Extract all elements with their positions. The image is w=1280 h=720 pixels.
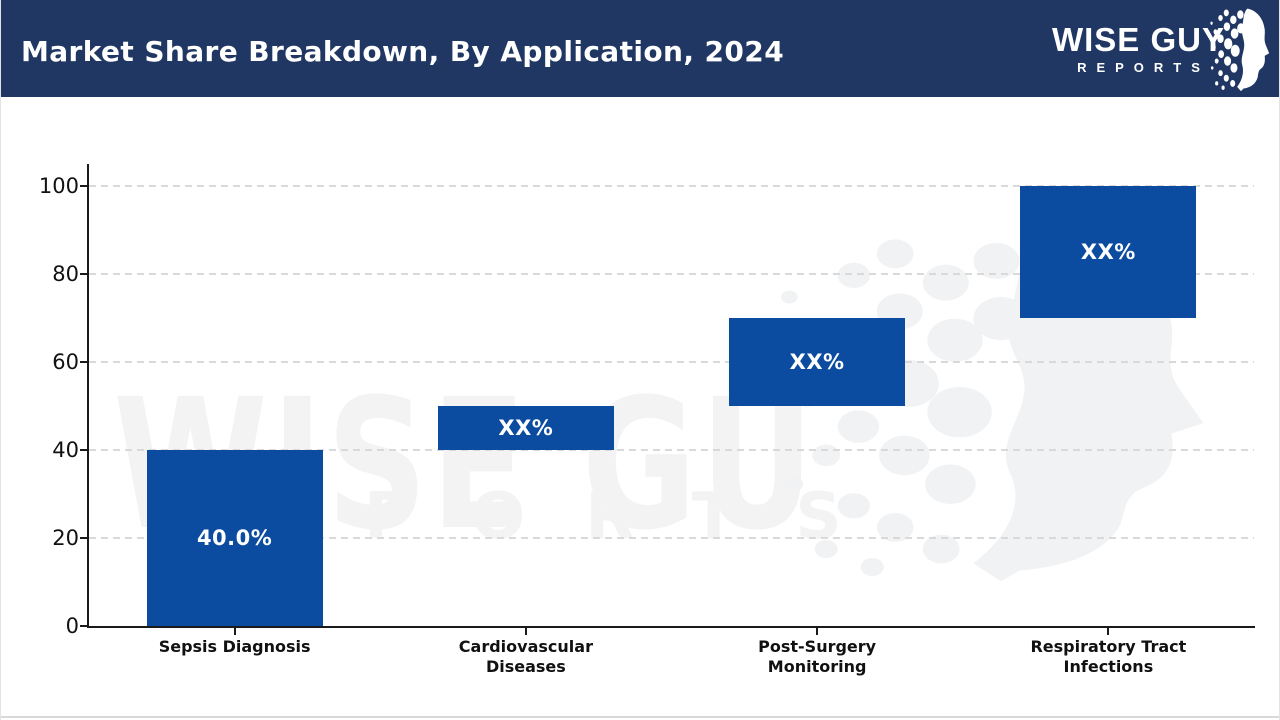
x-category-label-line: Monitoring [767, 657, 867, 676]
wiseguy-logo: WISE GUY REPORTS [1052, 3, 1273, 95]
gridline [89, 537, 1254, 539]
x-tick-mark [233, 627, 236, 635]
bar-value-label: XX% [789, 350, 845, 374]
chart-region: WISE GU REPORTS 40.0% XX% XX% XX% 0 20 40 60 80… [1, 97, 1280, 717]
bar: 40.0% [146, 450, 323, 626]
y-tick-label: 20 [52, 526, 79, 550]
logo-text: WISE GUY REPORTS [1051, 21, 1225, 76]
bar-value-label: 40.0% [196, 526, 273, 550]
gridline [89, 273, 1254, 275]
x-tick-mark [524, 627, 527, 635]
x-category-label-line: Infections [1063, 657, 1154, 676]
gridline [89, 185, 1254, 187]
y-axis: 0 20 40 60 80 100 [1, 164, 81, 638]
x-category-label-line: Respiratory Tract [1030, 637, 1187, 656]
y-tick-mark [80, 625, 89, 627]
x-category-label-line: Post-Surgery [758, 637, 877, 656]
bar: XX% [437, 406, 614, 450]
y-tick-label: 60 [52, 350, 79, 374]
plot-area: 40.0% XX% XX% XX% [80, 164, 1254, 635]
x-tick-mark [816, 627, 819, 635]
y-tick-mark [80, 185, 89, 187]
y-tick-mark [80, 537, 89, 539]
y-tick-mark [80, 361, 89, 363]
logo-wordmark: WISE GUY [1051, 21, 1225, 58]
x-category-label-line: Cardiovascular [458, 637, 593, 656]
bar-value-label: XX% [498, 416, 554, 440]
logo-subtitle: REPORTS [1077, 60, 1210, 75]
y-tick-label: 100 [38, 174, 79, 198]
y-tick-mark [80, 273, 89, 275]
bar-value-label: XX% [1080, 240, 1136, 264]
x-tick-mark [1107, 627, 1110, 635]
y-tick-label: 0 [65, 614, 79, 638]
x-category-label-line: Diseases [485, 657, 566, 676]
gridline [89, 361, 1254, 363]
header-bar: Market Share Breakdown, By Application, … [1, 0, 1279, 97]
y-axis-spine [87, 164, 89, 628]
bar: XX% [1020, 186, 1197, 318]
x-category-label: Post-Surgery Monitoring [667, 637, 967, 677]
x-axis: Sepsis Diagnosis Cardiovascular Diseases Po… [89, 637, 1254, 707]
chart-title: Market Share Breakdown, By Application, … [21, 35, 785, 68]
gridline [89, 449, 1254, 451]
page-bottom-rule [1, 716, 1279, 718]
x-category-label: Respiratory Tract Infections [958, 637, 1258, 677]
x-category-label: Sepsis Diagnosis [85, 637, 385, 657]
bar: XX% [729, 318, 906, 406]
x-category-label-line: Sepsis Diagnosis [158, 637, 311, 656]
y-tick-label: 80 [52, 262, 79, 286]
x-axis-spine [87, 626, 1255, 628]
x-category-label: Cardiovascular Diseases [376, 637, 676, 677]
y-tick-mark [80, 449, 89, 451]
y-tick-label: 40 [52, 438, 79, 462]
